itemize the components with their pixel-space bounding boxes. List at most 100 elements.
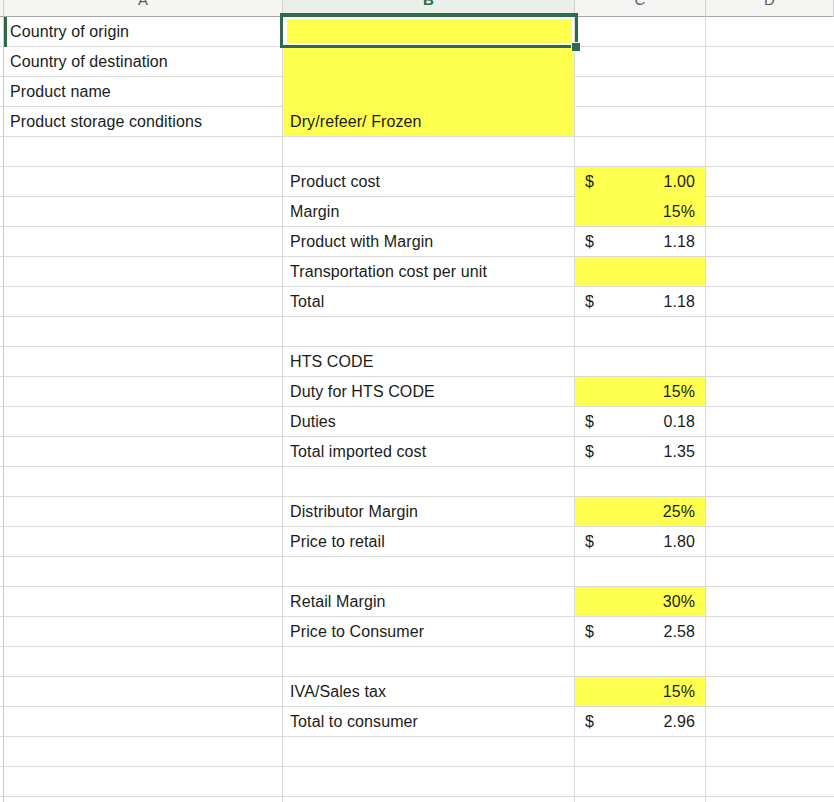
cell-A10[interactable] <box>4 287 283 317</box>
cell-B17[interactable]: Distributor Margin <box>283 497 575 527</box>
cell-D11[interactable] <box>706 317 834 347</box>
cell-D22[interactable] <box>706 647 834 677</box>
cell-A26[interactable] <box>4 767 283 797</box>
cell-B23[interactable]: IVA/Sales tax <box>283 677 575 707</box>
cell-C25[interactable] <box>575 737 706 767</box>
cell-A16[interactable] <box>4 467 283 497</box>
cell-A22[interactable] <box>4 647 283 677</box>
cell-B3[interactable] <box>283 77 575 107</box>
cell-B25[interactable] <box>283 737 575 767</box>
cell-C22[interactable] <box>575 647 706 677</box>
cell-C14[interactable]: $0.18 <box>575 407 706 437</box>
cell-D3[interactable] <box>706 77 834 107</box>
cell-D23[interactable] <box>706 677 834 707</box>
cell-A15[interactable] <box>4 437 283 467</box>
cell-C23[interactable]: 15% <box>575 677 706 707</box>
cell-D18[interactable] <box>706 527 834 557</box>
cell-A12[interactable] <box>4 347 283 377</box>
cell-A13[interactable] <box>4 377 283 407</box>
cell-B15[interactable]: Total imported cost <box>283 437 575 467</box>
column-header-c[interactable]: C <box>575 0 706 17</box>
cell-C19[interactable] <box>575 557 706 587</box>
cell-A14[interactable] <box>4 407 283 437</box>
cell-C12[interactable] <box>575 347 706 377</box>
cell-D12[interactable] <box>706 347 834 377</box>
cell-B16[interactable] <box>283 467 575 497</box>
cell-C15[interactable]: $1.35 <box>575 437 706 467</box>
cell-B10[interactable]: Total <box>283 287 575 317</box>
cell-C11[interactable] <box>575 317 706 347</box>
cell-B22[interactable] <box>283 647 575 677</box>
cell-D15[interactable] <box>706 437 834 467</box>
cell-C1[interactable] <box>575 17 706 47</box>
cell-C24[interactable]: $2.96 <box>575 707 706 737</box>
cell-D27[interactable] <box>706 797 834 802</box>
cell-D25[interactable] <box>706 737 834 767</box>
cell-C20[interactable]: 30% <box>575 587 706 617</box>
cell-A25[interactable] <box>4 737 283 767</box>
cell-B5[interactable] <box>283 137 575 167</box>
cell-C6[interactable]: $1.00 <box>575 167 706 197</box>
cell-B2[interactable] <box>283 47 575 77</box>
cell-C9[interactable] <box>575 257 706 287</box>
cell-D2[interactable] <box>706 47 834 77</box>
cell-D8[interactable] <box>706 227 834 257</box>
cell-C27[interactable] <box>575 797 706 802</box>
cell-D10[interactable] <box>706 287 834 317</box>
cell-A7[interactable] <box>4 197 283 227</box>
cell-C5[interactable] <box>575 137 706 167</box>
cell-B11[interactable] <box>283 317 575 347</box>
cell-C21[interactable]: $2.58 <box>575 617 706 647</box>
cell-A1[interactable]: Country of origin <box>4 17 283 47</box>
cell-A21[interactable] <box>4 617 283 647</box>
cell-C3[interactable] <box>575 77 706 107</box>
selection-border[interactable] <box>280 13 578 48</box>
cell-C10[interactable]: $1.18 <box>575 287 706 317</box>
cell-D14[interactable] <box>706 407 834 437</box>
cell-B20[interactable]: Retail Margin <box>283 587 575 617</box>
cell-B26[interactable] <box>283 767 575 797</box>
cell-A9[interactable] <box>4 257 283 287</box>
cell-C26[interactable] <box>575 767 706 797</box>
cell-D9[interactable] <box>706 257 834 287</box>
cell-D24[interactable] <box>706 707 834 737</box>
cell-A27[interactable] <box>4 797 283 802</box>
cell-B18[interactable]: Price to retail <box>283 527 575 557</box>
cell-A4[interactable]: Product storage conditions <box>4 107 283 137</box>
cell-A3[interactable]: Product name <box>4 77 283 107</box>
cell-D7[interactable] <box>706 197 834 227</box>
cell-D20[interactable] <box>706 587 834 617</box>
cell-B7[interactable]: Margin <box>283 197 575 227</box>
cell-C4[interactable] <box>575 107 706 137</box>
cell-D17[interactable] <box>706 497 834 527</box>
cell-D21[interactable] <box>706 617 834 647</box>
cell-A19[interactable] <box>4 557 283 587</box>
cell-B6[interactable]: Product cost <box>283 167 575 197</box>
cell-C16[interactable] <box>575 467 706 497</box>
cell-A23[interactable] <box>4 677 283 707</box>
cell-A5[interactable] <box>4 137 283 167</box>
cell-A20[interactable] <box>4 587 283 617</box>
cell-B4[interactable]: Dry/refeer/ Frozen <box>283 107 575 137</box>
cell-A2[interactable]: Country of destination <box>4 47 283 77</box>
cell-B13[interactable]: Duty for HTS CODE <box>283 377 575 407</box>
cell-D16[interactable] <box>706 467 834 497</box>
cell-B14[interactable]: Duties <box>283 407 575 437</box>
cell-C13[interactable]: 15% <box>575 377 706 407</box>
cell-A18[interactable] <box>4 527 283 557</box>
fill-handle[interactable] <box>571 42 581 52</box>
cell-B9[interactable]: Transportation cost per unit <box>283 257 575 287</box>
cell-C18[interactable]: $1.80 <box>575 527 706 557</box>
cell-B27[interactable] <box>283 797 575 802</box>
column-header-a[interactable]: A <box>4 0 283 17</box>
cell-B12[interactable]: HTS CODE <box>283 347 575 377</box>
cell-B21[interactable]: Price to Consumer <box>283 617 575 647</box>
cell-D5[interactable] <box>706 137 834 167</box>
cell-C7[interactable]: 15% <box>575 197 706 227</box>
cell-A8[interactable] <box>4 227 283 257</box>
cell-C8[interactable]: $1.18 <box>575 227 706 257</box>
cell-D4[interactable] <box>706 107 834 137</box>
cell-A6[interactable] <box>4 167 283 197</box>
cell-A17[interactable] <box>4 497 283 527</box>
column-header-d[interactable]: D <box>706 0 834 17</box>
